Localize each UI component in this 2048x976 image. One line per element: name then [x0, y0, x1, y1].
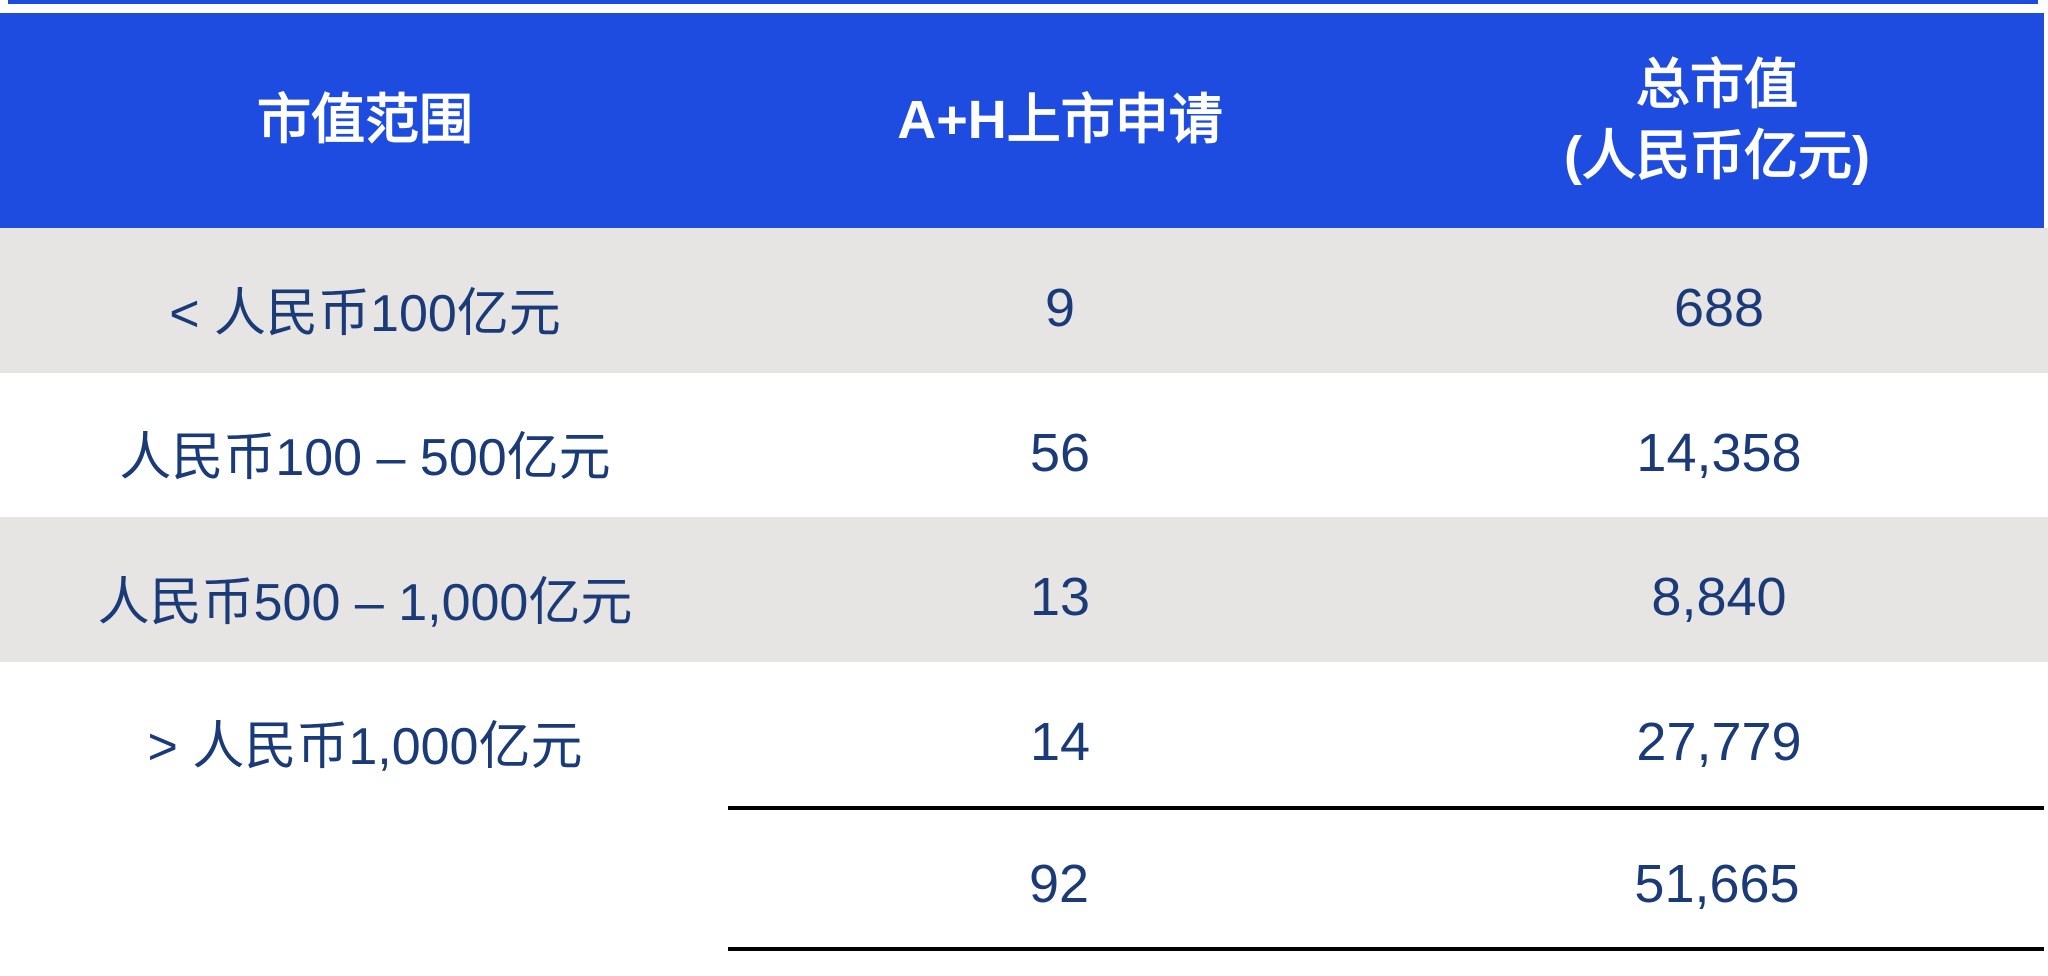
top-edge-strip — [8, 0, 2038, 4]
header-label-range: 市值范围 — [257, 90, 473, 151]
range-cell: 人民币100 – 500亿元 — [119, 429, 611, 488]
table-row: 人民币100 – 500亿元 56 14,358 — [0, 372, 2048, 517]
table-header-row: 市值范围 A+H上市申请 总市值 (人民币亿元) — [0, 13, 2044, 228]
applications-cell: 13 — [1029, 567, 1091, 628]
range-cell: 人民币500 – 1,000亿元 — [97, 573, 633, 632]
header-cell-ah-listing-applications: A+H上市申请 — [730, 13, 1390, 228]
market-cap-cell: 27,779 — [1636, 711, 1802, 772]
header-label-applications: A+H上市申请 — [897, 90, 1223, 151]
applications-cell: 14 — [1029, 711, 1091, 772]
total-row-empty-cell — [0, 806, 728, 951]
applications-cell: 9 — [1044, 278, 1076, 339]
market-cap-cell: 14,358 — [1636, 422, 1802, 483]
total-market-cap-cell: 51,665 — [1634, 854, 1800, 915]
applications-cell: 56 — [1029, 422, 1091, 483]
market-cap-table: 市值范围 A+H上市申请 总市值 (人民币亿元) < 人民币100亿元 9 68… — [0, 13, 2048, 951]
table-total-row: 92 51,665 — [0, 806, 2044, 951]
header-cell-market-cap-range: 市值范围 — [0, 13, 730, 228]
range-cell: < 人民币100亿元 — [169, 284, 561, 343]
table-row: > 人民币1,000亿元 14 27,779 — [0, 661, 2048, 806]
table-row: < 人民币100亿元 9 688 — [0, 228, 2048, 373]
range-cell: > 人民币1,000亿元 — [147, 718, 583, 777]
header-cell-total-market-cap: 总市值 (人民币亿元) — [1390, 13, 2044, 228]
market-cap-cell: 8,840 — [1651, 567, 1787, 628]
market-cap-cell: 688 — [1673, 278, 1765, 339]
total-row-ruled-box: 92 51,665 — [728, 806, 2044, 951]
table-row: 人民币500 – 1,000亿元 13 8,840 — [0, 517, 2048, 662]
header-label-total-cap-line2: (人民币亿元) — [1564, 125, 1870, 186]
total-applications-cell: 92 — [1028, 854, 1090, 915]
header-label-total-cap-line1: 总市值 — [1636, 55, 1798, 116]
